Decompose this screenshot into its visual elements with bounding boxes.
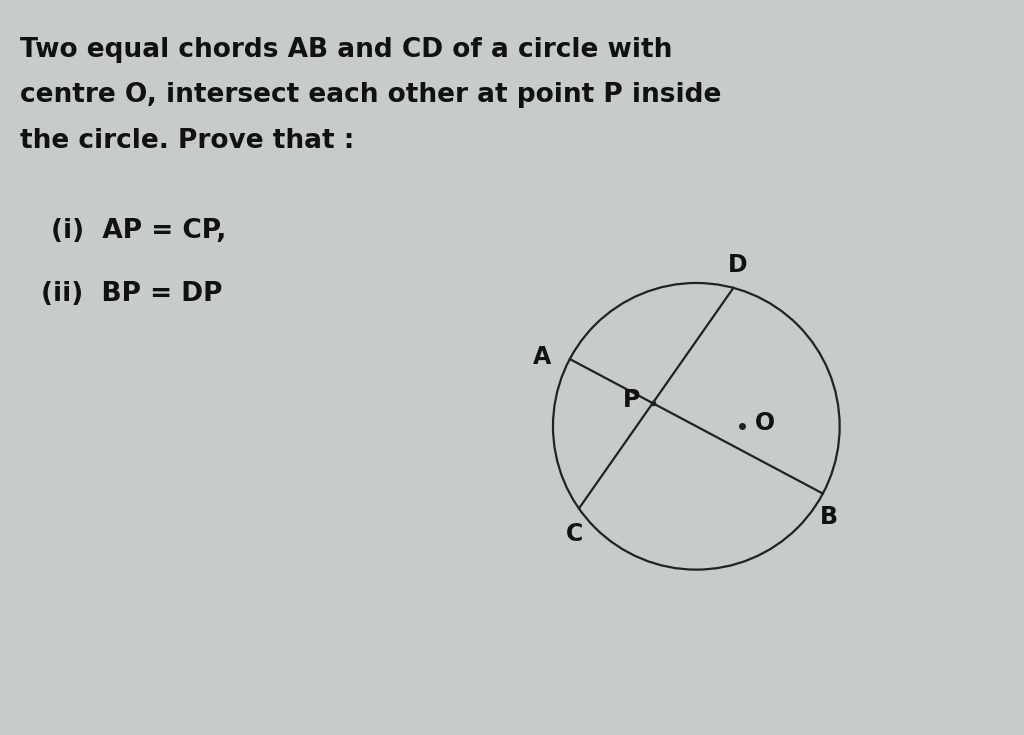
Text: Two equal chords AB and CD of a circle with: Two equal chords AB and CD of a circle w…: [20, 37, 673, 62]
Text: (i)  AP = CP,: (i) AP = CP,: [51, 218, 226, 243]
Text: O: O: [755, 411, 775, 435]
Text: D: D: [728, 253, 748, 277]
Text: A: A: [534, 345, 551, 369]
Text: B: B: [820, 505, 838, 528]
Text: the circle. Prove that :: the circle. Prove that :: [20, 128, 355, 154]
Text: P: P: [623, 388, 640, 412]
Text: C: C: [565, 522, 583, 546]
Text: (ii)  BP = DP: (ii) BP = DP: [41, 282, 222, 307]
Text: centre O, intersect each other at point P inside: centre O, intersect each other at point …: [20, 82, 722, 108]
